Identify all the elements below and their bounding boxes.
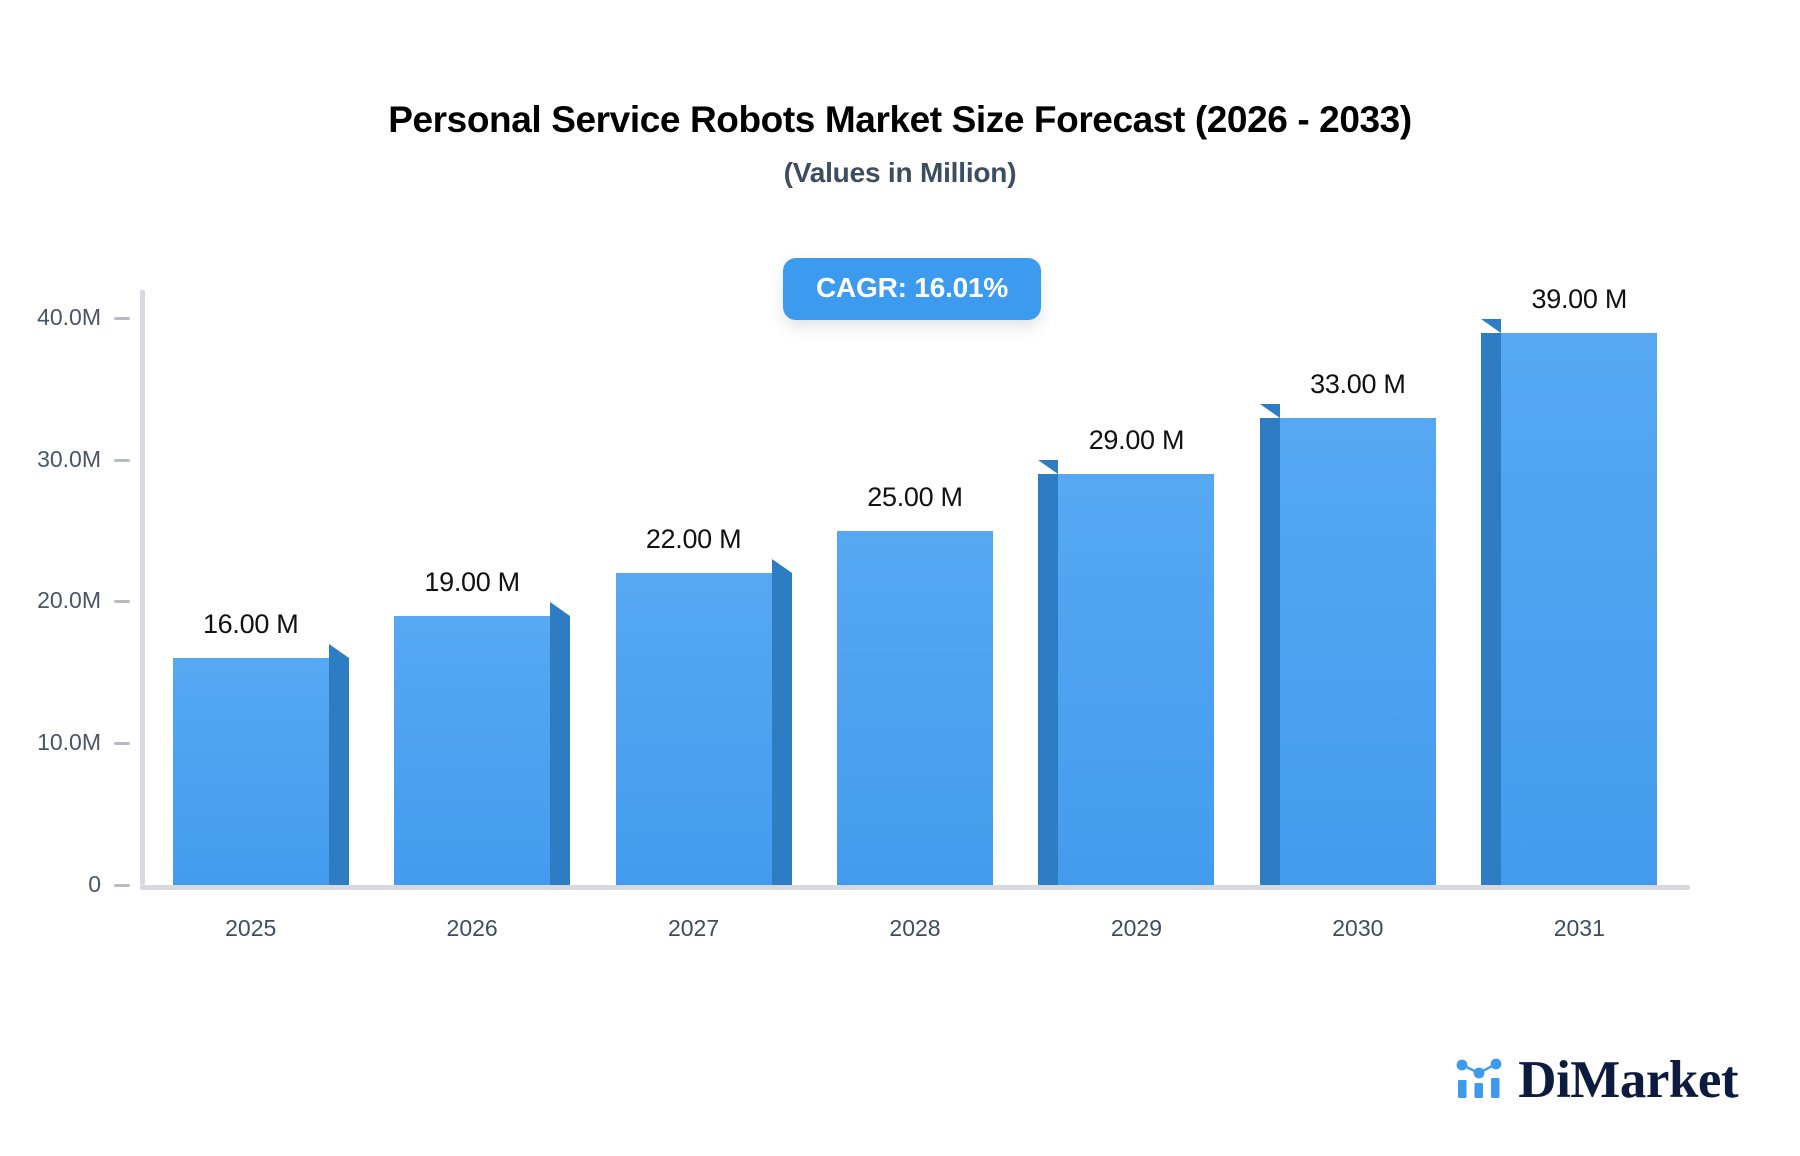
y-axis-tick-label: 40.0M (37, 303, 101, 330)
bar-item[interactable]: 22.00 M (615, 524, 792, 885)
page-title: Personal Service Robots Market Size Fore… (388, 99, 1412, 140)
y-axis-tick-label: 30.0M (37, 445, 101, 472)
bar-item[interactable]: 39.00 M (1481, 284, 1658, 885)
bar-value-label: 29.00 M (1088, 425, 1185, 456)
bar-item[interactable]: 16.00 M (172, 609, 349, 885)
x-axis-label: 2025 (225, 915, 277, 941)
x-axis-label: 2026 (446, 915, 498, 941)
bar-item[interactable]: 19.00 M (394, 567, 571, 885)
bar-column: 29.00 M (1038, 290, 1215, 885)
bar-value-label: 16.00 M (202, 609, 299, 640)
y-axis-tick-mark (114, 316, 130, 320)
bar-face (1279, 417, 1436, 885)
bar-face (394, 615, 551, 885)
bar-face (172, 658, 329, 885)
bar-face (615, 573, 772, 885)
bar-chart-dots-icon (1454, 1053, 1504, 1108)
y-axis-tick-mark (114, 458, 130, 462)
bar-value-label: 33.00 M (1310, 368, 1406, 399)
x-axis-label: 2030 (1332, 915, 1384, 941)
bar-column: 16.00 M (172, 290, 349, 885)
logo-text: DiMarket (1518, 1051, 1738, 1109)
bar-series: 16.00 M 19.00 M 22.00 M 25.00 M 29.00 M 33.00… (140, 284, 1690, 885)
bar-face (837, 530, 993, 885)
bar-value-label: 39.00 M (1531, 283, 1628, 314)
bar-column: 25.00 M (837, 290, 993, 885)
bar-3d-side (1481, 318, 1502, 885)
brand-logo: DiMarket (1454, 1053, 1738, 1108)
x-axis-label: 2031 (1553, 915, 1605, 941)
y-axis-tick-label: 10.0M (37, 728, 101, 755)
bar-3d-side (771, 559, 792, 885)
y-axis-tick-label: 20.0M (37, 587, 101, 614)
x-axis-label: 2027 (667, 915, 720, 941)
x-axis-label: 2029 (1110, 915, 1163, 941)
bar-face (1058, 474, 1215, 885)
bar-face (1501, 332, 1658, 885)
bar-3d-side (550, 601, 571, 885)
bar-column: 22.00 M (615, 290, 792, 885)
bar-item[interactable]: 25.00 M (837, 482, 993, 885)
bar-item[interactable]: 29.00 M (1038, 425, 1215, 885)
bar-column: 19.00 M (394, 290, 571, 885)
y-axis-tick-label: 0 (88, 870, 101, 897)
bar-3d-side (1038, 460, 1059, 885)
y-axis-line (140, 290, 145, 885)
bar-3d-side (1259, 403, 1280, 885)
x-axis-labels: 2025 2026 2027 2028 2029 2030 2031 (140, 915, 1690, 955)
x-axis-line (140, 885, 1690, 890)
x-axis-label: 2028 (889, 915, 941, 941)
y-axis-tick-mark (114, 883, 130, 887)
bar-item[interactable]: 33.00 M (1259, 369, 1436, 885)
bar-column: 33.00 M (1259, 290, 1436, 885)
cagr-badge: CAGR: 16.01% (783, 258, 1042, 320)
bar-column: 39.00 M (1481, 284, 1658, 885)
title-block: Personal Service Robots Market Size Fore… (0, 99, 1800, 189)
chart-plot-area: 40.0M 30.0M 20.0M 10.0M 0 16.00 M 19.00 M 22.0… (37, 284, 1690, 897)
bar-value-label: 25.00 M (867, 481, 963, 512)
bar-value-label: 19.00 M (424, 566, 520, 597)
y-axis-tick-mark (114, 600, 130, 604)
bar-value-label: 22.00 M (645, 524, 742, 555)
y-axis-tick-mark (114, 741, 130, 745)
chart-subtitle: (Values in Million) (783, 156, 1017, 188)
bar-3d-side (328, 644, 349, 885)
